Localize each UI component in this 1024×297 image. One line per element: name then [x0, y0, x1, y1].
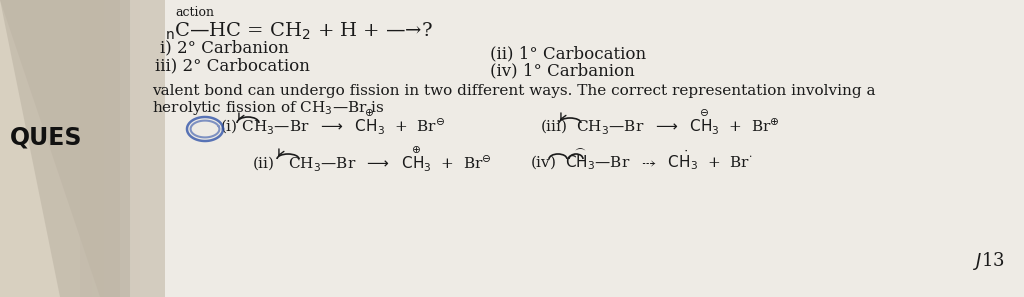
- Text: i) 2° Carbanion: i) 2° Carbanion: [160, 39, 289, 56]
- Polygon shape: [0, 0, 165, 297]
- Text: herolytic fission of CH$_3$—Br is: herolytic fission of CH$_3$—Br is: [152, 99, 385, 117]
- Text: (ii)   CH$_3$—Br  $\longrightarrow$  $\overset{\oplus}{\rm CH_3}$  +  Br$^{\omin: (ii) CH$_3$—Br $\longrightarrow$ $\overs…: [252, 145, 492, 173]
- Text: iii) 2° Carbocation: iii) 2° Carbocation: [155, 57, 310, 74]
- Text: QUES: QUES: [10, 125, 83, 149]
- Polygon shape: [89, 0, 92, 297]
- Text: (iv)  $\overset{\frown}{\rm CH_3}$—Br  $\dashrightarrow$  $\dot{\rm CH_3}$  +  B: (iv) $\overset{\frown}{\rm CH_3}$—Br $\d…: [530, 146, 753, 172]
- Polygon shape: [83, 0, 86, 297]
- Text: (i) CH$_3$—Br  $\longrightarrow$  $\overset{\oplus}{\rm CH_3}$  +  Br$^{\ominus}: (i) CH$_3$—Br $\longrightarrow$ $\overse…: [220, 108, 445, 137]
- Polygon shape: [80, 0, 83, 297]
- Polygon shape: [120, 0, 1024, 297]
- Text: $\it{J}$13: $\it{J}$13: [973, 250, 1005, 272]
- Text: (iv) 1° Carbanion: (iv) 1° Carbanion: [490, 62, 635, 79]
- Text: (ii) 1° Carbocation: (ii) 1° Carbocation: [490, 45, 646, 62]
- Text: (iii)  CH$_3$—Br  $\longrightarrow$  $\overset{\ominus}{\rm CH_3}$  +  Br$^{\opl: (iii) CH$_3$—Br $\longrightarrow$ $\over…: [540, 108, 780, 137]
- Text: $_{\rm n}$C—HC = CH$_2$ + H + —→?: $_{\rm n}$C—HC = CH$_2$ + H + —→?: [165, 21, 433, 42]
- Text: valent bond can undergo fission in two different ways. The correct representatio: valent bond can undergo fission in two d…: [152, 84, 876, 98]
- Polygon shape: [86, 0, 89, 297]
- Text: action: action: [175, 6, 214, 19]
- Polygon shape: [0, 0, 130, 297]
